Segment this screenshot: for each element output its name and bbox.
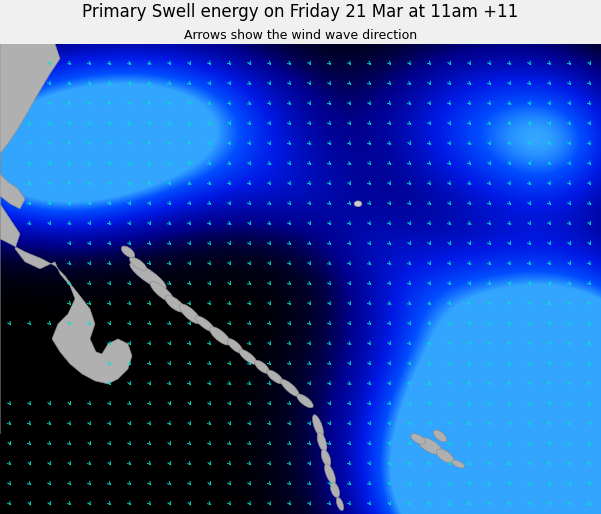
Polygon shape (195, 316, 215, 332)
Polygon shape (297, 394, 313, 408)
Text: Arrows show the wind wave direction: Arrows show the wind wave direction (184, 29, 417, 42)
Polygon shape (0, 44, 60, 434)
Polygon shape (331, 482, 340, 498)
Polygon shape (313, 415, 323, 437)
Polygon shape (337, 498, 344, 510)
Polygon shape (267, 370, 283, 384)
Polygon shape (354, 201, 362, 207)
Polygon shape (411, 434, 425, 444)
Polygon shape (0, 44, 132, 384)
Polygon shape (317, 432, 327, 451)
Polygon shape (433, 430, 447, 442)
Polygon shape (325, 464, 335, 484)
Polygon shape (150, 282, 174, 302)
Polygon shape (451, 460, 465, 468)
Polygon shape (418, 437, 442, 454)
Polygon shape (130, 263, 166, 289)
Polygon shape (239, 350, 257, 364)
Polygon shape (255, 360, 269, 373)
Polygon shape (0, 174, 25, 209)
Text: Primary Swell energy on Friday 21 Mar at 11am +11: Primary Swell energy on Friday 21 Mar at… (82, 3, 519, 21)
Polygon shape (121, 246, 135, 258)
Polygon shape (227, 339, 243, 353)
Polygon shape (179, 304, 201, 324)
Polygon shape (436, 449, 454, 463)
Polygon shape (210, 327, 230, 345)
Polygon shape (130, 257, 147, 270)
Polygon shape (165, 296, 185, 312)
Polygon shape (321, 449, 331, 466)
Polygon shape (281, 379, 299, 396)
